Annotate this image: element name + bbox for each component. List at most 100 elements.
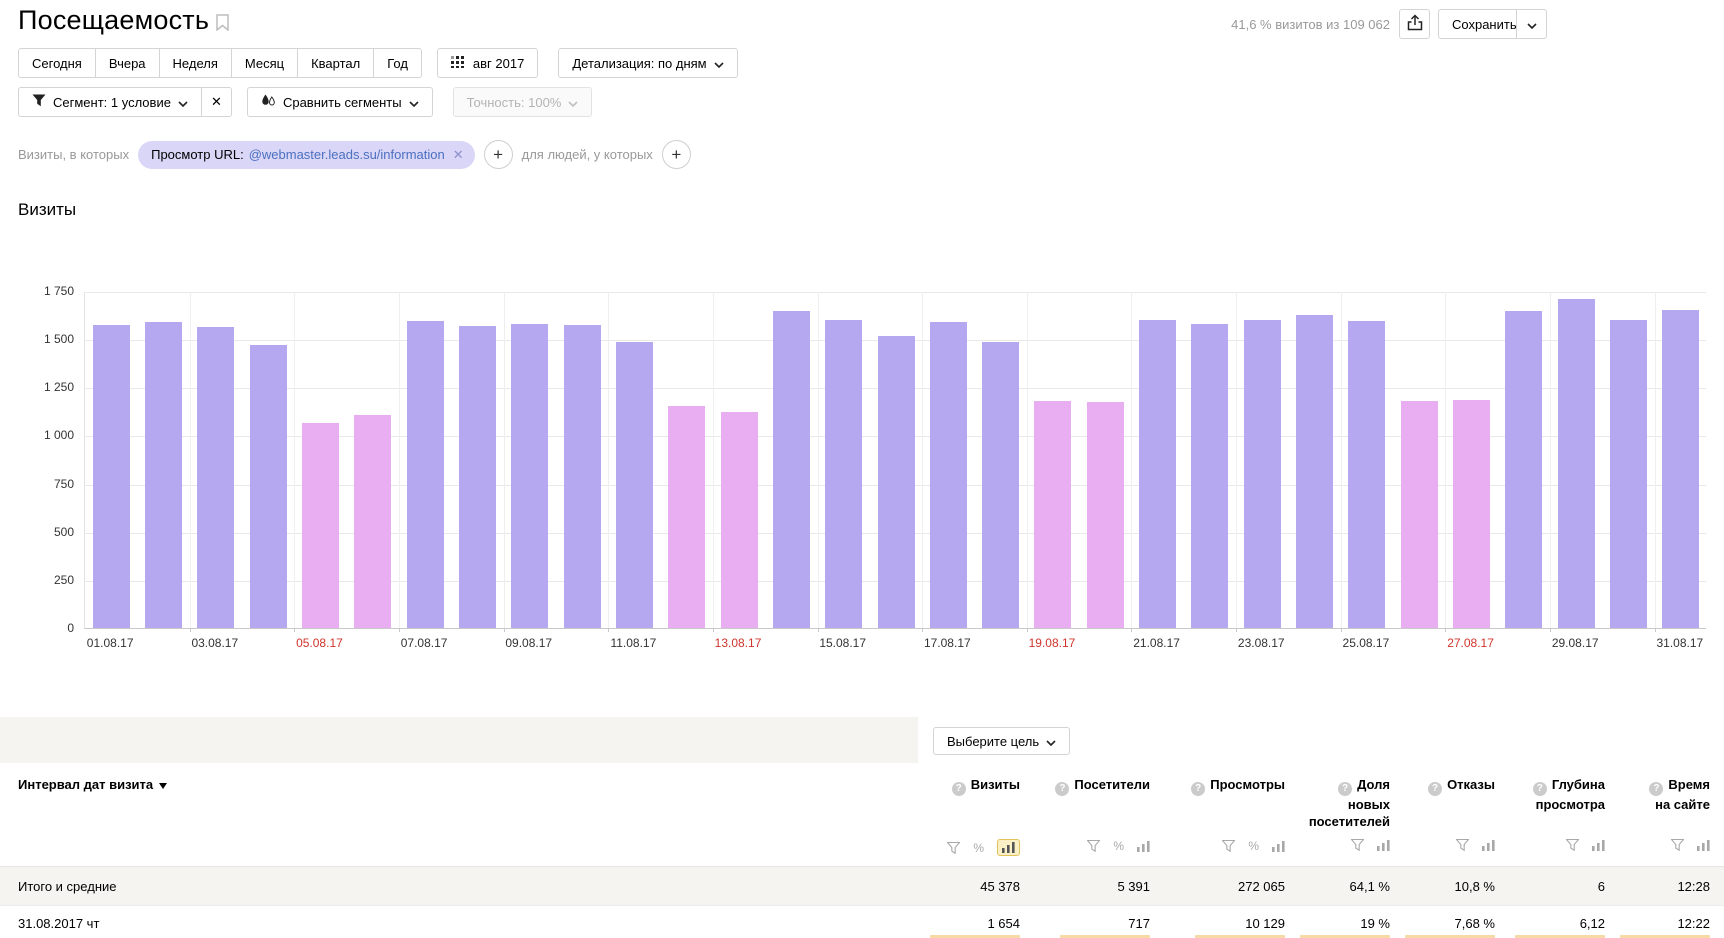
- chart-bar[interactable]: [1191, 323, 1229, 628]
- add-people-condition-button[interactable]: +: [661, 140, 691, 169]
- chart-bar[interactable]: [301, 423, 339, 628]
- percent-icon[interactable]: %: [1113, 839, 1124, 853]
- save-button[interactable]: Сохранить: [1438, 9, 1531, 39]
- column-header-2[interactable]: ? Просмотры: [1115, 776, 1285, 796]
- help-icon[interactable]: ?: [1649, 782, 1664, 796]
- column-header-line: ? Посетители: [980, 776, 1150, 796]
- select-goal-button[interactable]: Выберите цель: [933, 727, 1071, 755]
- chart-bar[interactable]: [458, 326, 496, 628]
- chevron-down-icon: [409, 95, 419, 110]
- filter-funnel-icon[interactable]: [1566, 839, 1579, 851]
- help-icon[interactable]: ?: [1338, 782, 1353, 796]
- chart-bar[interactable]: [1662, 309, 1700, 628]
- row-value: 12:22: [1677, 916, 1710, 931]
- chart-bar[interactable]: [1243, 319, 1281, 628]
- chart-bar[interactable]: [982, 342, 1020, 628]
- period-button-год[interactable]: Год: [373, 48, 422, 78]
- column-header-4[interactable]: ? Отказы: [1325, 776, 1495, 796]
- save-dropdown-button[interactable]: [1516, 9, 1547, 39]
- chart-bar[interactable]: [1296, 315, 1334, 628]
- chart-bar[interactable]: [668, 406, 706, 628]
- calendar-range-button[interactable]: авг 2017: [436, 48, 539, 78]
- filter-funnel-icon[interactable]: [1087, 840, 1101, 852]
- chart-bar[interactable]: [772, 311, 810, 628]
- column-header-5[interactable]: ? Глубина просмотра: [1435, 776, 1605, 813]
- x-axis-label: 03.08.17: [191, 636, 239, 650]
- chart-bar[interactable]: [1034, 400, 1072, 628]
- add-visit-condition-button[interactable]: +: [483, 140, 513, 169]
- chart-bar[interactable]: [929, 322, 967, 628]
- period-button-сегодня[interactable]: Сегодня: [18, 48, 96, 78]
- chart-bar[interactable]: [197, 327, 235, 628]
- detalization-button[interactable]: Детализация: по дням: [558, 48, 738, 78]
- url-filter-chip[interactable]: Просмотр URL: @webmaster.leads.su/inform…: [138, 140, 475, 169]
- bar-chart-icon[interactable]: [997, 839, 1020, 856]
- filter-funnel-icon[interactable]: [1222, 840, 1236, 852]
- x-axis-label: 17.08.17: [923, 636, 971, 650]
- filter-funnel-icon[interactable]: [947, 841, 961, 854]
- chart-bar[interactable]: [1505, 311, 1543, 628]
- x-axis-label: 09.08.17: [505, 636, 553, 650]
- bar-chart-icon[interactable]: [1137, 840, 1150, 852]
- axis-tick: [1654, 628, 1656, 632]
- chart-bar[interactable]: [511, 323, 549, 628]
- totals-value: 272 065: [1238, 879, 1285, 894]
- column-header-line: ? Доля: [1220, 776, 1390, 796]
- chart-bar[interactable]: [563, 324, 601, 628]
- filter-funnel-icon[interactable]: [1351, 839, 1364, 851]
- chart-bar[interactable]: [1453, 399, 1491, 628]
- export-share-button[interactable]: [1399, 9, 1430, 39]
- bar-chart-icon[interactable]: [1592, 839, 1605, 851]
- period-button-месяц[interactable]: Месяц: [230, 48, 299, 78]
- filter-funnel-icon[interactable]: [1456, 839, 1469, 851]
- chart-bar[interactable]: [92, 325, 130, 628]
- chart-bar[interactable]: [1139, 319, 1177, 628]
- gridline: [189, 292, 191, 628]
- bookmark-icon[interactable]: [216, 14, 229, 36]
- axis-tick: [398, 628, 400, 632]
- chart-bar[interactable]: [1610, 319, 1648, 628]
- column-header-6[interactable]: ? Время на сайте: [1540, 776, 1710, 813]
- interval-column-header[interactable]: Интервал дат визита: [18, 777, 168, 792]
- x-axis-label: 23.08.17: [1237, 636, 1285, 650]
- y-axis-label: 1 000: [43, 428, 74, 443]
- period-button-неделя[interactable]: Неделя: [158, 48, 232, 78]
- chart-bar[interactable]: [1557, 298, 1595, 628]
- filter-funnel-icon[interactable]: [1671, 839, 1684, 851]
- chart-bar[interactable]: [615, 341, 653, 628]
- column-header-3[interactable]: ? Доля новых посетителей: [1220, 776, 1390, 830]
- bar-chart-icon[interactable]: [1482, 839, 1495, 851]
- period-button-вчера[interactable]: Вчера: [94, 48, 160, 78]
- chip-remove-icon[interactable]: ✕: [452, 146, 464, 162]
- chart-bar[interactable]: [1086, 401, 1124, 628]
- column-header-1[interactable]: ? Посетители: [980, 776, 1150, 796]
- percent-icon[interactable]: %: [1248, 839, 1259, 853]
- chart-bar[interactable]: [825, 320, 863, 628]
- segment-clear-button[interactable]: ✕: [200, 87, 232, 117]
- help-icon[interactable]: ?: [1191, 782, 1206, 796]
- chart-bar[interactable]: [354, 415, 392, 628]
- column-header-0[interactable]: ? Визиты: [850, 776, 1020, 796]
- chart-bar[interactable]: [406, 321, 444, 628]
- segment-button[interactable]: Сегмент: 1 условие: [18, 87, 202, 117]
- bar-chart-icon[interactable]: [1377, 839, 1390, 851]
- period-button-квартал[interactable]: Квартал: [297, 48, 375, 78]
- bar-chart-icon[interactable]: [1272, 840, 1285, 852]
- help-icon[interactable]: ?: [1532, 782, 1547, 796]
- gridline: [1445, 292, 1447, 628]
- chart-bar[interactable]: [720, 412, 758, 628]
- chevron-down-icon: [714, 56, 724, 71]
- chart-bar[interactable]: [877, 336, 915, 628]
- compare-segments-button[interactable]: Сравнить сегменты: [246, 87, 433, 117]
- chart-bar[interactable]: [249, 344, 287, 628]
- percent-icon[interactable]: %: [973, 840, 984, 855]
- bar-chart-icon[interactable]: [1697, 839, 1710, 851]
- chart-bar[interactable]: [1400, 400, 1438, 628]
- help-icon[interactable]: ?: [1428, 782, 1443, 796]
- value-share-bar: [1620, 935, 1710, 938]
- chart-bar[interactable]: [144, 322, 182, 628]
- help-icon[interactable]: ?: [951, 782, 966, 796]
- gridline: [1131, 292, 1133, 628]
- help-icon[interactable]: ?: [1055, 782, 1070, 796]
- chart-bar[interactable]: [1348, 321, 1386, 628]
